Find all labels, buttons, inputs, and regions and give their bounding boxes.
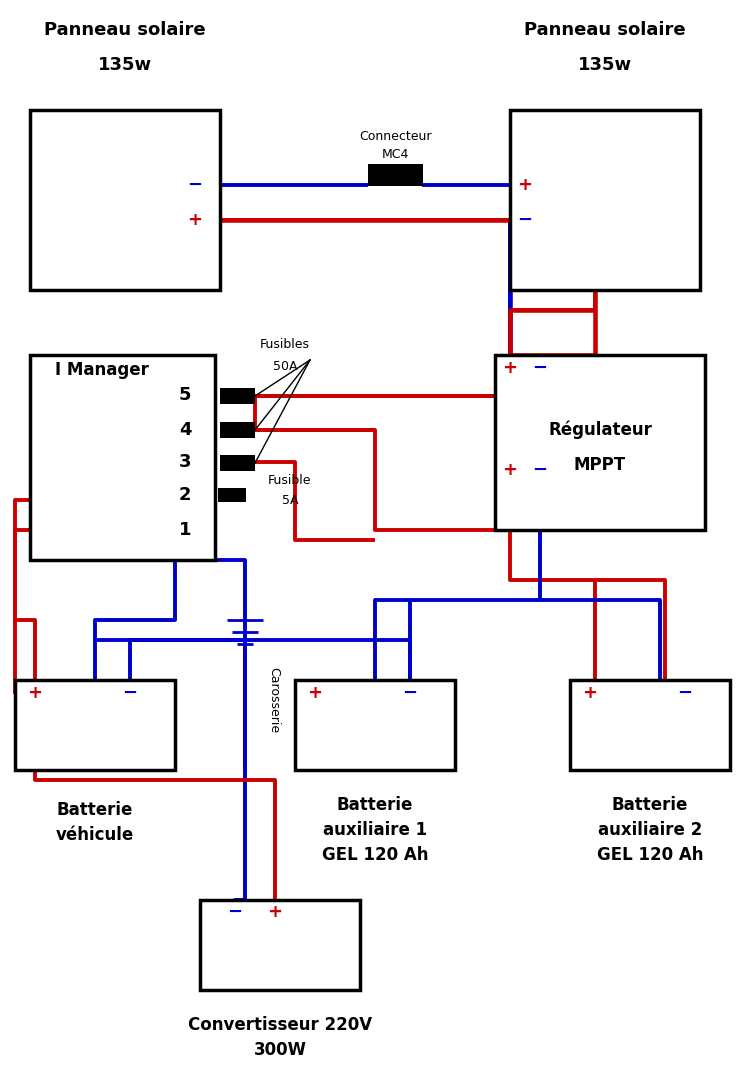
Text: 2: 2 — [178, 486, 191, 504]
Bar — [220, 422, 255, 438]
Text: Régulateur: Régulateur — [548, 421, 652, 440]
Bar — [570, 680, 730, 770]
Text: +: + — [187, 211, 203, 229]
Text: auxiliaire 1: auxiliaire 1 — [323, 821, 427, 839]
Text: GEL 120 Ah: GEL 120 Ah — [596, 846, 703, 864]
Text: −: − — [227, 903, 242, 921]
Text: +: + — [583, 684, 597, 702]
Text: Batterie: Batterie — [611, 796, 688, 814]
Text: 5: 5 — [178, 386, 191, 404]
Text: Carosserie: Carosserie — [267, 667, 280, 733]
Text: +: + — [502, 359, 517, 377]
Bar — [510, 110, 700, 291]
Text: véhicule: véhicule — [56, 826, 134, 843]
Text: GEL 120 Ah: GEL 120 Ah — [322, 846, 428, 864]
Text: I Manager: I Manager — [55, 361, 149, 379]
Text: MC4: MC4 — [381, 148, 409, 162]
Bar — [220, 388, 255, 404]
Bar — [15, 680, 175, 770]
Text: 4: 4 — [178, 421, 191, 438]
Bar — [30, 355, 215, 561]
Text: +: + — [28, 684, 42, 702]
Text: −: − — [532, 359, 547, 377]
Bar — [30, 110, 220, 291]
Text: 1: 1 — [178, 521, 191, 539]
Text: +: + — [267, 903, 282, 921]
Bar — [220, 455, 255, 471]
Text: 3: 3 — [178, 453, 191, 471]
Text: 5A: 5A — [282, 494, 298, 507]
Text: +: + — [307, 684, 322, 702]
Text: −: − — [402, 684, 418, 702]
Text: Batterie: Batterie — [337, 796, 413, 814]
Text: Batterie: Batterie — [56, 801, 133, 819]
Text: Fusible: Fusible — [268, 473, 312, 486]
Text: 135w: 135w — [578, 56, 632, 75]
Text: MPPT: MPPT — [574, 456, 626, 474]
Text: −: − — [187, 176, 203, 194]
Text: +: + — [502, 461, 517, 480]
Text: auxiliaire 2: auxiliaire 2 — [598, 821, 702, 839]
Text: +: + — [517, 176, 532, 194]
Text: −: − — [123, 684, 138, 702]
Bar — [295, 680, 455, 770]
Text: −: − — [532, 461, 547, 480]
Text: 50A: 50A — [273, 361, 297, 374]
Bar — [218, 488, 246, 502]
Text: Fusibles: Fusibles — [260, 338, 310, 351]
Text: 300W: 300W — [254, 1041, 306, 1059]
Text: Convertisseur 220V: Convertisseur 220V — [188, 1016, 372, 1034]
Bar — [200, 900, 360, 990]
Text: 135w: 135w — [98, 56, 152, 75]
Text: −: − — [678, 684, 693, 702]
Text: Connecteur: Connecteur — [358, 131, 431, 144]
Bar — [368, 164, 423, 186]
Text: −: − — [517, 211, 532, 229]
Bar — [495, 355, 705, 530]
Text: Panneau solaire: Panneau solaire — [44, 21, 206, 39]
Text: Panneau solaire: Panneau solaire — [524, 21, 686, 39]
